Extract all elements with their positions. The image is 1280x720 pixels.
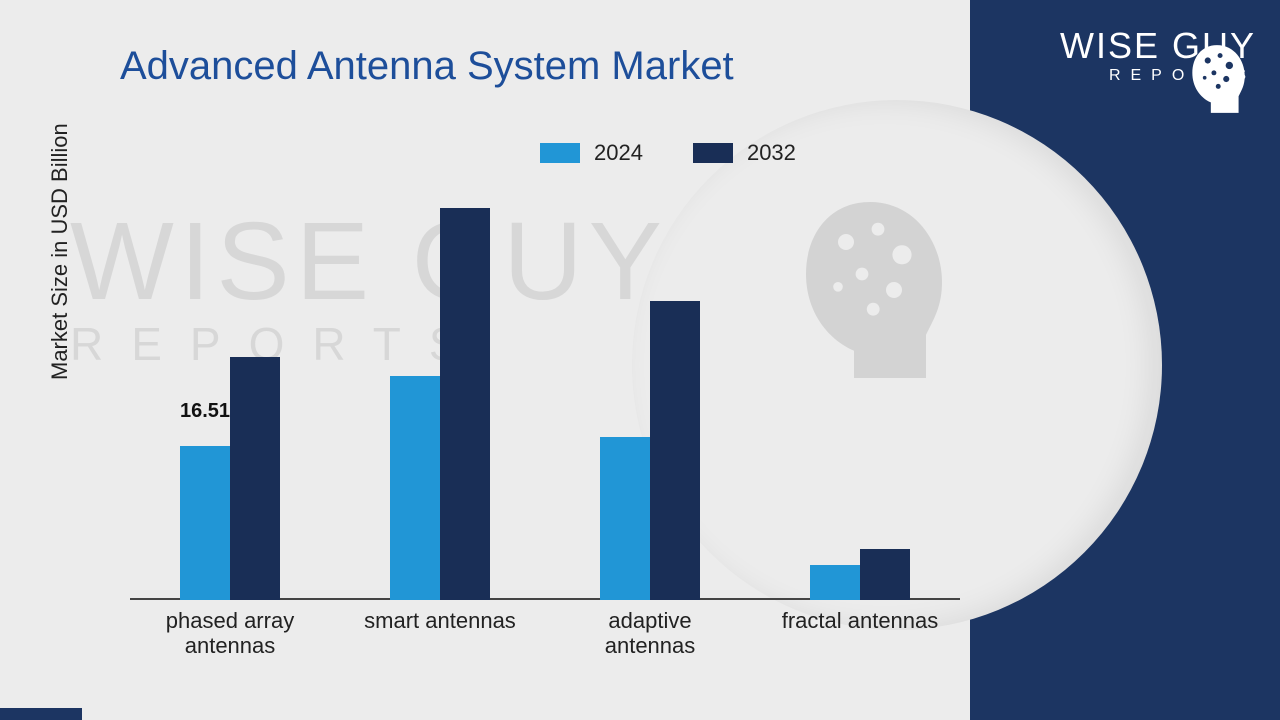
chart-legend: 2024 2032 (540, 140, 796, 166)
bar-series-b (860, 549, 910, 600)
legend-swatch-a (540, 143, 580, 163)
bar-series-a (180, 446, 230, 600)
bar-series-b (230, 357, 280, 600)
x-axis-category-label: adaptive antennas (565, 600, 735, 659)
x-axis-category-label: smart antennas (355, 600, 525, 633)
chart-title: Advanced Antenna System Market (120, 44, 734, 89)
x-axis-category-label: phased array antennas (145, 600, 315, 659)
logo-head-icon (1186, 42, 1248, 116)
y-axis-label: Market Size in USD Billion (47, 123, 73, 380)
legend-label-a: 2024 (594, 140, 643, 166)
legend-item-2032: 2032 (693, 140, 796, 166)
bar-series-b (440, 208, 490, 600)
bar-value-label: 16.51 (180, 400, 230, 423)
bar-series-a (810, 565, 860, 600)
accent-bar (0, 708, 82, 720)
bar-series-a (600, 437, 650, 600)
brand-logo: WISE GUY REPORTS (1060, 28, 1256, 84)
legend-label-b: 2032 (747, 140, 796, 166)
bar-series-a (390, 376, 440, 600)
plot-area: 16.51phased array antennassmart antennas… (130, 180, 960, 600)
legend-item-2024: 2024 (540, 140, 643, 166)
legend-swatch-b (693, 143, 733, 163)
chart-canvas: WISE GUY REPORTS WISE GUY REPORTS Advanc… (0, 0, 1280, 720)
x-axis-category-label: fractal antennas (775, 600, 945, 633)
bar-series-b (650, 301, 700, 600)
